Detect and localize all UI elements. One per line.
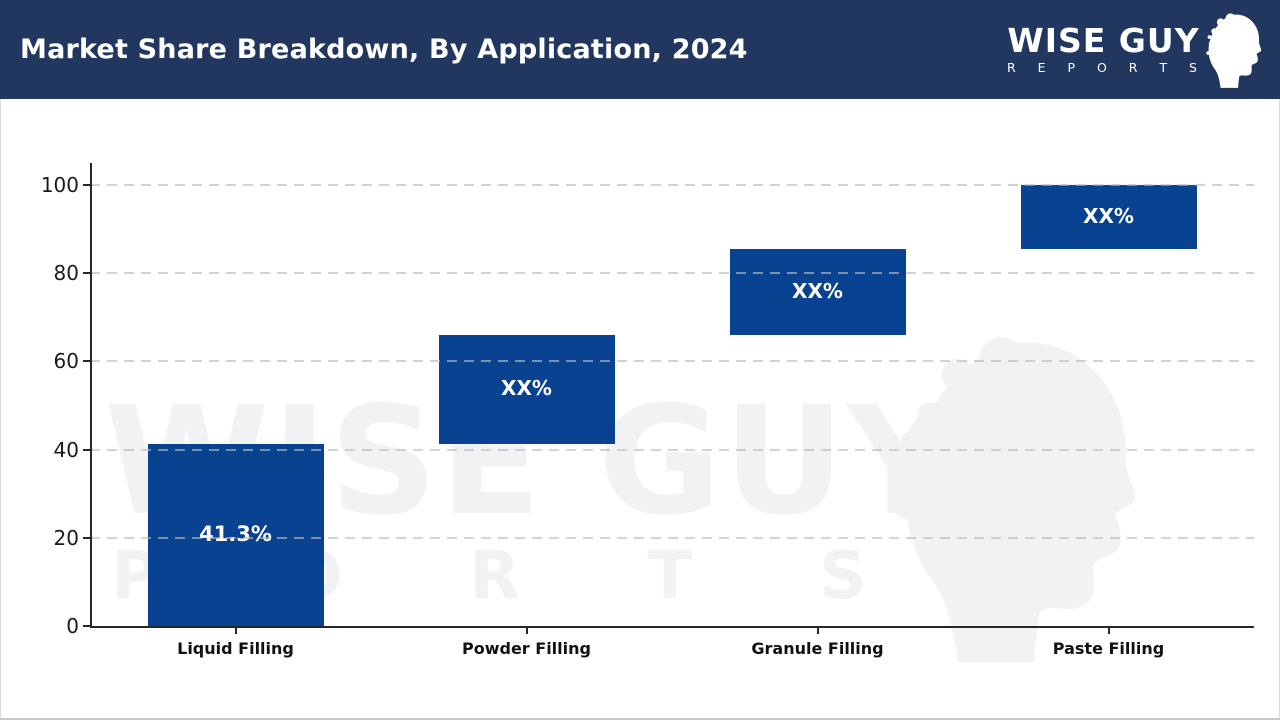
x-tick-label: Paste Filling [1052,639,1165,658]
x-tick-label: Powder Filling [462,639,591,658]
y-tick-label: 60 [53,349,79,374]
y-tick-label: 80 [53,261,79,286]
logo-wordmark: WISE GUY [1007,21,1200,61]
y-tick-mark [83,536,90,539]
gridline-60 [90,360,1254,363]
y-tick-mark [83,448,90,451]
bar-granule-filling: XX% [729,248,906,335]
x-tick-mark [816,628,819,634]
wise-guy-logo: WISE GUY R E P O R T S [1001,9,1264,91]
y-tick-label: 0 [66,614,79,638]
bar-paste-filling: XX% [1020,185,1197,249]
bar-value-label: XX% [792,278,843,303]
x-tick-mark [234,628,237,634]
bar-value-label: XX% [501,376,552,401]
gridline-40 [90,448,1254,451]
y-tick-mark [83,184,90,187]
gridline-100 [90,184,1254,187]
y-tick-label: 100 [40,173,79,198]
bar-value-label: 41.3% [199,521,272,546]
y-axis-line [90,163,92,628]
y-tick-mark [83,625,90,627]
gridline-80 [90,272,1254,275]
logo-subtitle: R E P O R T S [1006,60,1206,76]
bar-powder-filling: XX% [438,334,615,444]
header-bar: Market Share Breakdown, By Application, … [0,0,1280,99]
gridline-20 [90,536,1254,539]
x-tick-mark [525,628,528,634]
x-axis-line [90,626,1254,628]
logo-text: WISE GUY R E P O R T S [1001,24,1206,75]
wise-guy-head-icon [1206,12,1262,88]
bar-value-label: XX% [1083,203,1134,228]
bar-liquid-filling: 41.3% [147,443,324,626]
page-title: Market Share Breakdown, By Application, … [20,34,748,65]
x-tick-label: Liquid Filling [177,639,294,658]
x-tick-label: Granule Filling [751,639,884,658]
y-tick-label: 20 [53,525,79,550]
y-tick-mark [83,360,90,363]
watermark-head-icon [895,337,1136,663]
x-tick-mark [1107,628,1110,634]
y-tick-label: 40 [53,437,79,462]
chart-area: WISE GUY P O R T S 0 20 40 60 80 100 41.3% Liqu… [0,99,1280,720]
y-tick-mark [83,272,90,275]
